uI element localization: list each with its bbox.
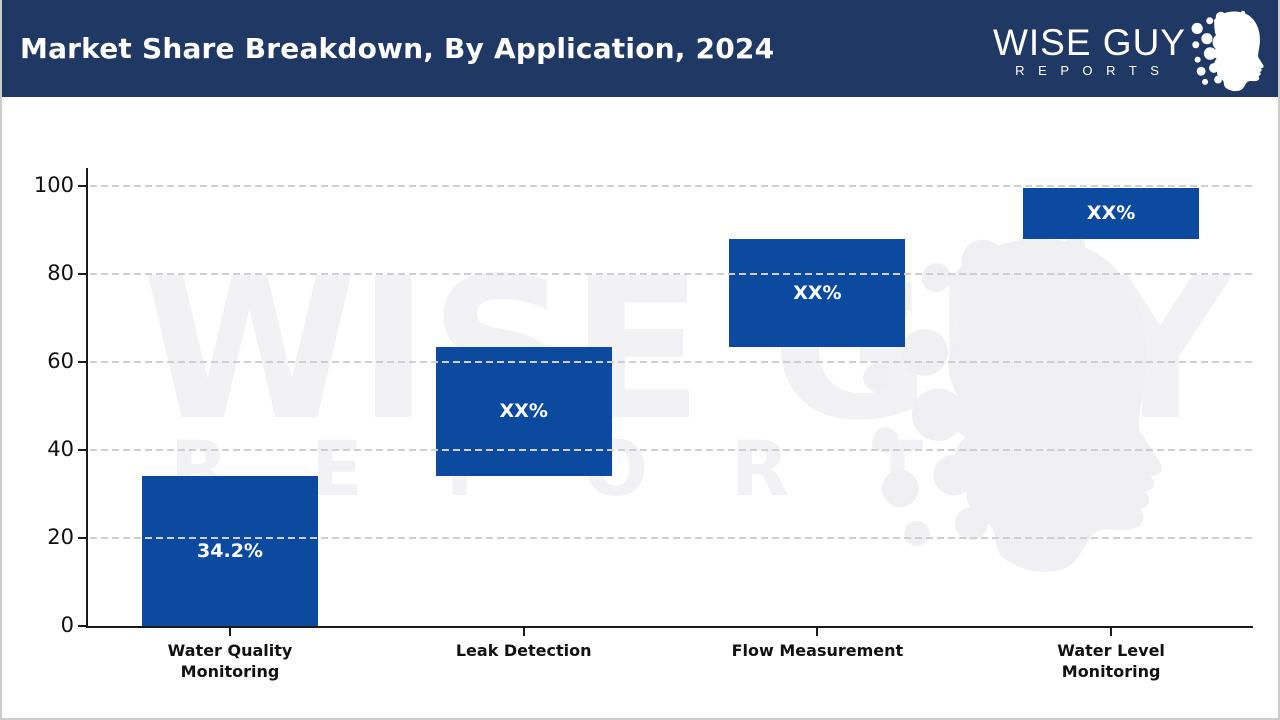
x-tick-0 <box>229 628 231 636</box>
logo-wordmark-main: WISE GUY <box>992 21 1186 63</box>
y-tick-label-100: 100 <box>33 173 74 197</box>
header-bar: Market Share Breakdown, By Application, … <box>0 0 1280 97</box>
x-tick-3 <box>1110 628 1113 636</box>
bar-value-label: XX% <box>1086 202 1136 225</box>
category-label-3: Water Level Monitoring <box>1057 641 1165 681</box>
gridline-100 <box>90 185 1253 187</box>
page-title: Market Share Breakdown, By Application, … <box>20 32 775 65</box>
page-border-right <box>1278 0 1280 720</box>
wiseguy-logo: WISE GUY R E P O R T S <box>993 8 1268 94</box>
category-label-1: Leak Detection <box>455 641 592 660</box>
y-tick-60 <box>78 361 86 363</box>
page-border-left <box>0 0 2 720</box>
gridline-20 <box>90 537 1253 539</box>
x-axis-line <box>86 626 1253 628</box>
y-axis-line <box>86 168 88 628</box>
y-tick-80 <box>78 273 86 275</box>
logo-head-icon <box>1190 8 1268 94</box>
bar-value-label: XX% <box>793 281 842 304</box>
bar-water-level-monitoring: XX% <box>1023 188 1200 239</box>
y-tick-0 <box>78 625 86 627</box>
bar-value-label: 34.2% <box>197 539 263 562</box>
page-border-bottom <box>0 718 1280 720</box>
x-tick-2 <box>816 628 819 636</box>
y-tick-label-80: 80 <box>47 261 74 285</box>
y-tick-100 <box>78 185 86 187</box>
y-tick-label-40: 40 <box>47 437 74 461</box>
x-tick-1 <box>522 628 525 636</box>
gridline-80 <box>90 273 1253 275</box>
category-label-2: Flow Measurement <box>731 641 904 660</box>
logo-wordmark-sub: R E P O R T S <box>1015 63 1164 79</box>
category-label-0: Water Quality Monitoring <box>167 641 293 681</box>
y-tick-label-0: 0 <box>60 613 74 637</box>
y-tick-label-60: 60 <box>47 349 74 373</box>
y-tick-label-20: 20 <box>47 525 74 549</box>
bar-leak-detection: XX% <box>435 347 612 476</box>
y-tick-40 <box>78 449 86 451</box>
gridline-60 <box>90 361 1253 363</box>
bar-flow-measurement: XX% <box>729 238 906 348</box>
y-tick-20 <box>78 537 86 539</box>
bar-water-quality-monitoring: 34.2% <box>142 475 318 626</box>
bar-value-label: XX% <box>499 400 548 423</box>
logo-wordmark: WISE GUY R E P O R T S <box>992 21 1186 79</box>
gridline-40 <box>90 449 1253 451</box>
